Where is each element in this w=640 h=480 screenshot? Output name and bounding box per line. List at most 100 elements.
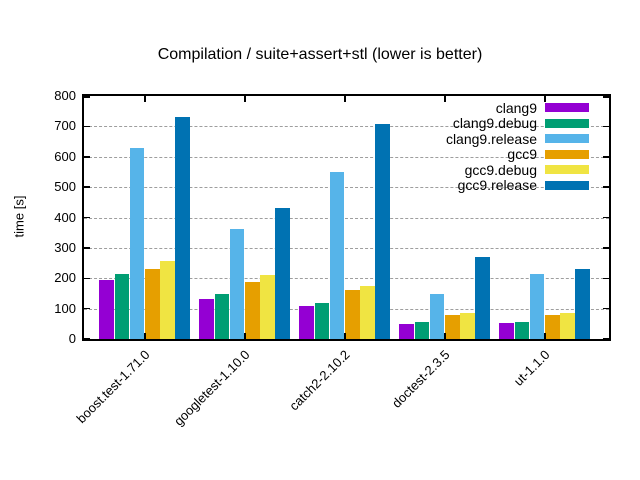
x-category-label-doctest-2.3.5: doctest-2.3.5 — [388, 347, 453, 411]
legend-swatch-gcc9.debug — [545, 165, 589, 175]
legend-row-clang9.debug: clang9.debug — [446, 115, 589, 132]
y-tick-mark — [603, 216, 609, 219]
bar-gcc9.debug-boost.test-1.71.0 — [160, 261, 175, 339]
x-tick-mark — [444, 333, 446, 339]
y-tick-mark — [603, 186, 609, 188]
y-tick-mark — [84, 216, 90, 219]
bar-clang9-catch2-2.10.2 — [299, 306, 315, 339]
y-tick-mark — [84, 186, 90, 188]
y-tick-mark — [603, 125, 609, 128]
gridline-500 — [84, 187, 609, 189]
legend-row-gcc9.debug: gcc9.debug — [446, 162, 589, 178]
y-tick-mark — [603, 337, 609, 339]
legend-row-gcc9: gcc9 — [446, 146, 589, 163]
x-tick-mark — [344, 333, 346, 339]
legend-label-gcc9: gcc9 — [507, 146, 537, 163]
y-tick-label-500: 500 — [54, 179, 76, 195]
bar-clang9.release-boost.test-1.71.0 — [129, 147, 145, 339]
y-tick-label-800: 800 — [54, 88, 76, 103]
bar-clang9.debug-ut-1.1.0 — [514, 321, 530, 339]
legend-swatch-gcc9.release — [545, 180, 589, 190]
bar-clang9.debug-boost.test-1.71.0 — [114, 274, 130, 339]
x-category-label-boost.test-1.71.0: boost.test-1.71.0 — [73, 347, 153, 427]
x-tick-mark — [244, 333, 246, 339]
plot-area — [82, 94, 611, 341]
bar-clang9.release-googletest-1.10.0 — [229, 229, 245, 339]
y-tick-mark — [84, 277, 90, 279]
bar-gcc9.debug-googletest-1.10.0 — [260, 275, 275, 339]
bar-gcc9.debug-catch2-2.10.2 — [360, 285, 375, 339]
legend-row-clang9: clang9 — [446, 100, 589, 116]
y-tick-mark — [84, 156, 90, 158]
y-axis-label: time [s] — [11, 195, 27, 238]
y-tick-label-0: 0 — [68, 331, 76, 346]
bar-clang9.release-doctest-2.3.5 — [429, 294, 445, 339]
legend-label-clang9.debug: clang9.debug — [452, 115, 537, 132]
legend-label-gcc9.debug: gcc9.debug — [464, 161, 537, 178]
legend-swatch-gcc9 — [545, 149, 589, 159]
x-tick-mark — [244, 96, 246, 102]
bar-gcc9-doctest-2.3.5 — [445, 314, 460, 339]
gridline-400 — [84, 217, 609, 219]
bar-clang9.debug-doctest-2.3.5 — [414, 321, 430, 339]
bar-clang9-boost.test-1.71.0 — [99, 279, 115, 339]
legend-label-clang9: clang9 — [495, 99, 537, 116]
y-tick-mark — [603, 96, 609, 98]
bar-gcc9-catch2-2.10.2 — [345, 290, 360, 339]
gridline-700 — [84, 126, 609, 128]
legend-swatch-clang9.release — [545, 134, 589, 144]
y-tick-mark — [603, 307, 609, 310]
legend-row-clang9.release: clang9.release — [446, 131, 589, 147]
bar-clang9-googletest-1.10.0 — [199, 299, 215, 339]
bar-clang9.release-catch2-2.10.2 — [329, 171, 345, 339]
gridline-200 — [84, 278, 609, 280]
y-tick-label-700: 700 — [54, 118, 76, 134]
legend: clang9 clang9.debug clang9.release gcc9 gcc9… — [446, 100, 589, 193]
y-tick-mark — [603, 247, 609, 249]
legend-row-gcc9.release: gcc9.release — [446, 177, 589, 194]
chart-title: Compilation / suite+assert+stl (lower is… — [157, 46, 483, 63]
gridline-300 — [84, 247, 609, 249]
x-tick-mark — [544, 333, 546, 339]
x-tick-mark — [344, 96, 346, 102]
x-tick-mark — [144, 333, 146, 339]
legend-label-gcc9.release: gcc9.release — [457, 177, 537, 194]
bar-gcc9.debug-ut-1.1.0 — [560, 312, 575, 339]
y-tick-label-600: 600 — [54, 148, 76, 164]
y-tick-mark — [84, 96, 90, 98]
bar-clang9.release-ut-1.1.0 — [529, 273, 545, 339]
bar-clang9-ut-1.1.0 — [499, 322, 515, 339]
bar-gcc9.release-ut-1.1.0 — [575, 268, 591, 339]
legend-label-clang9.release: clang9.release — [445, 130, 537, 147]
bar-gcc9.release-boost.test-1.71.0 — [175, 116, 191, 339]
bar-gcc9.release-doctest-2.3.5 — [475, 257, 491, 339]
x-category-label-catch2-2.10.2: catch2-2.10.2 — [286, 347, 353, 414]
x-category-label-googletest-1.10.0: googletest-1.10.0 — [170, 347, 253, 429]
y-tick-mark — [84, 247, 90, 249]
legend-swatch-clang9.debug — [545, 118, 589, 128]
bar-gcc9-googletest-1.10.0 — [245, 281, 260, 339]
bar-clang9-doctest-2.3.5 — [399, 323, 415, 339]
bar-gcc9.debug-doctest-2.3.5 — [460, 312, 475, 339]
y-tick-mark — [84, 337, 90, 339]
y-tick-mark — [84, 125, 90, 128]
bar-gcc9.release-googletest-1.10.0 — [275, 208, 291, 339]
bar-gcc9-ut-1.1.0 — [545, 315, 560, 339]
bar-gcc9-boost.test-1.71.0 — [145, 269, 160, 339]
y-tick-mark — [84, 307, 90, 310]
legend-swatch-clang9 — [545, 103, 589, 113]
y-tick-label-400: 400 — [54, 209, 76, 225]
y-tick-label-300: 300 — [54, 239, 76, 255]
bar-gcc9.release-catch2-2.10.2 — [375, 124, 391, 339]
x-tick-mark — [444, 96, 446, 102]
x-tick-mark — [144, 96, 146, 102]
y-tick-mark — [603, 156, 609, 158]
bar-clang9.debug-googletest-1.10.0 — [214, 293, 230, 339]
gridline-600 — [84, 156, 609, 158]
x-tick-mark — [544, 96, 546, 102]
x-category-label-ut-1.1.0: ut-1.1.0 — [510, 347, 553, 389]
y-tick-mark — [603, 277, 609, 279]
bar-clang9.debug-catch2-2.10.2 — [314, 303, 330, 339]
y-tick-label-100: 100 — [54, 300, 76, 316]
